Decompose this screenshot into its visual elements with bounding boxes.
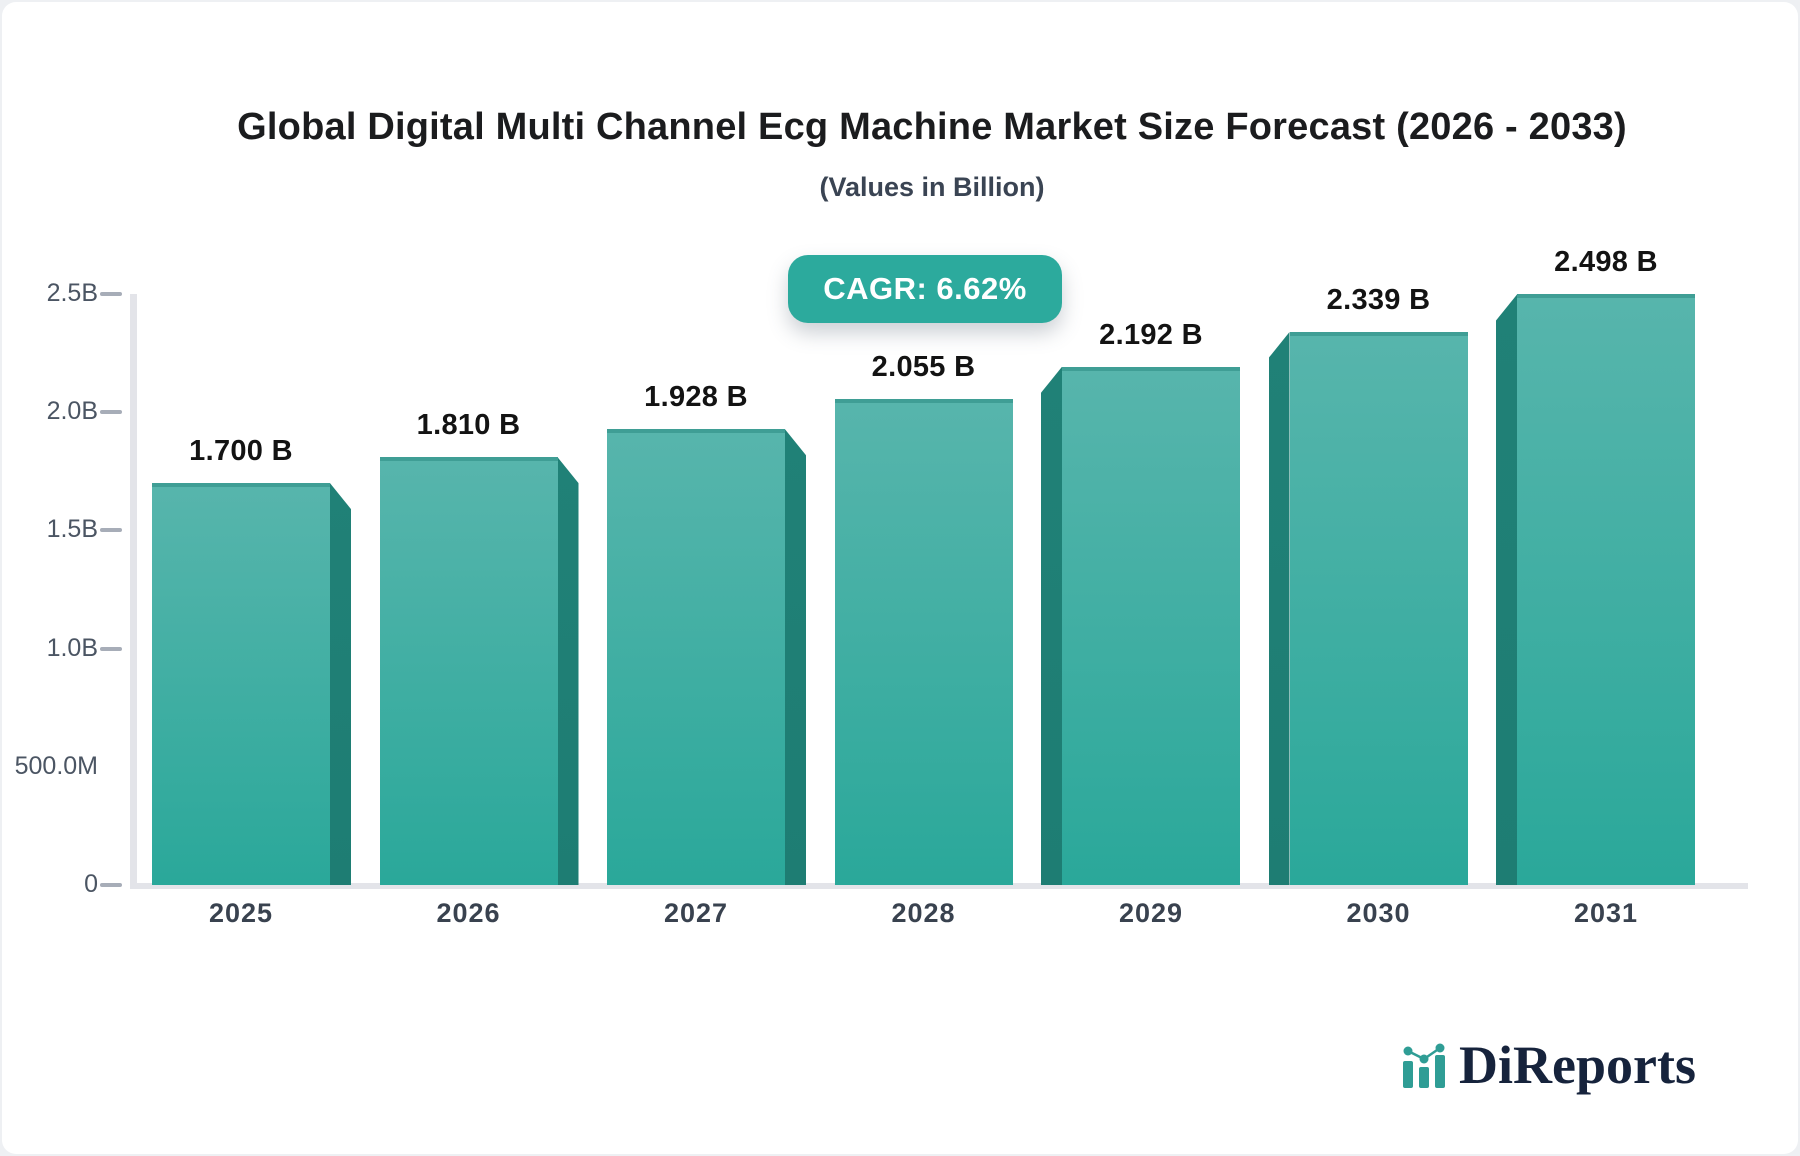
bar-value-label: 1.700 B <box>189 435 293 468</box>
logo-text: DiReports <box>1459 1035 1696 1095</box>
page-subtitle: (Values in Billion) <box>819 172 1045 202</box>
y-tick-label: 1.0B <box>46 633 98 662</box>
bar-value-label: 1.810 B <box>416 409 521 442</box>
bar-face <box>152 483 330 885</box>
y-tick-label: 2.5B <box>46 279 98 307</box>
cagr-badge-label: CAGR: 6.62% <box>823 271 1027 306</box>
cagr-badge: CAGR: 6.62% <box>788 255 1062 323</box>
x-axis-label: 2029 <box>1118 898 1184 928</box>
x-axis-label: 2028 <box>891 898 956 928</box>
bar-side <box>330 483 351 885</box>
y-tick-label: 1.5B <box>46 515 98 544</box>
bar-face <box>1289 332 1468 885</box>
bar-face <box>607 429 785 885</box>
x-axis-label: 2031 <box>1573 898 1639 928</box>
bar-side <box>1268 332 1290 885</box>
y-tick-label: 0 <box>84 870 98 898</box>
bar-side <box>1041 366 1062 885</box>
y-tick-dash <box>100 410 122 415</box>
y-axis-line <box>130 294 137 885</box>
bar-side <box>557 457 579 885</box>
x-axis-label: 2025 <box>208 898 274 928</box>
y-tick-label: 2.0B <box>46 397 98 426</box>
y-tick-dash <box>100 883 122 887</box>
bar-face <box>1062 366 1240 885</box>
logo: DiReports <box>1401 1030 1696 1100</box>
x-axis-line <box>130 883 1748 889</box>
bar-value-label: 2.192 B <box>1099 318 1203 351</box>
bar-face <box>1517 294 1695 885</box>
bar-value-label: 1.928 B <box>644 381 748 414</box>
bar-value-label: 2.055 B <box>871 351 976 384</box>
y-tick-dash <box>100 646 122 651</box>
bar-value-label: 2.339 B <box>1326 284 1431 317</box>
y-tick-label: 500.0M <box>14 751 98 780</box>
bar-side <box>1496 294 1517 885</box>
bar-side <box>785 429 806 885</box>
x-axis-label: 2027 <box>663 898 729 928</box>
x-axis-label: 2026 <box>436 898 501 928</box>
bar-face <box>834 399 1013 885</box>
logo-mini-bar-chart-icon <box>1403 1043 1446 1088</box>
y-tick-dash <box>100 528 122 533</box>
bar-face <box>379 457 558 885</box>
page-title: Global Digital Multi Channel Ecg Machine… <box>237 106 1627 148</box>
bar-value-label: 2.498 B <box>1554 246 1658 279</box>
y-tick-dash <box>100 292 122 296</box>
x-axis-label: 2030 <box>1346 898 1411 928</box>
